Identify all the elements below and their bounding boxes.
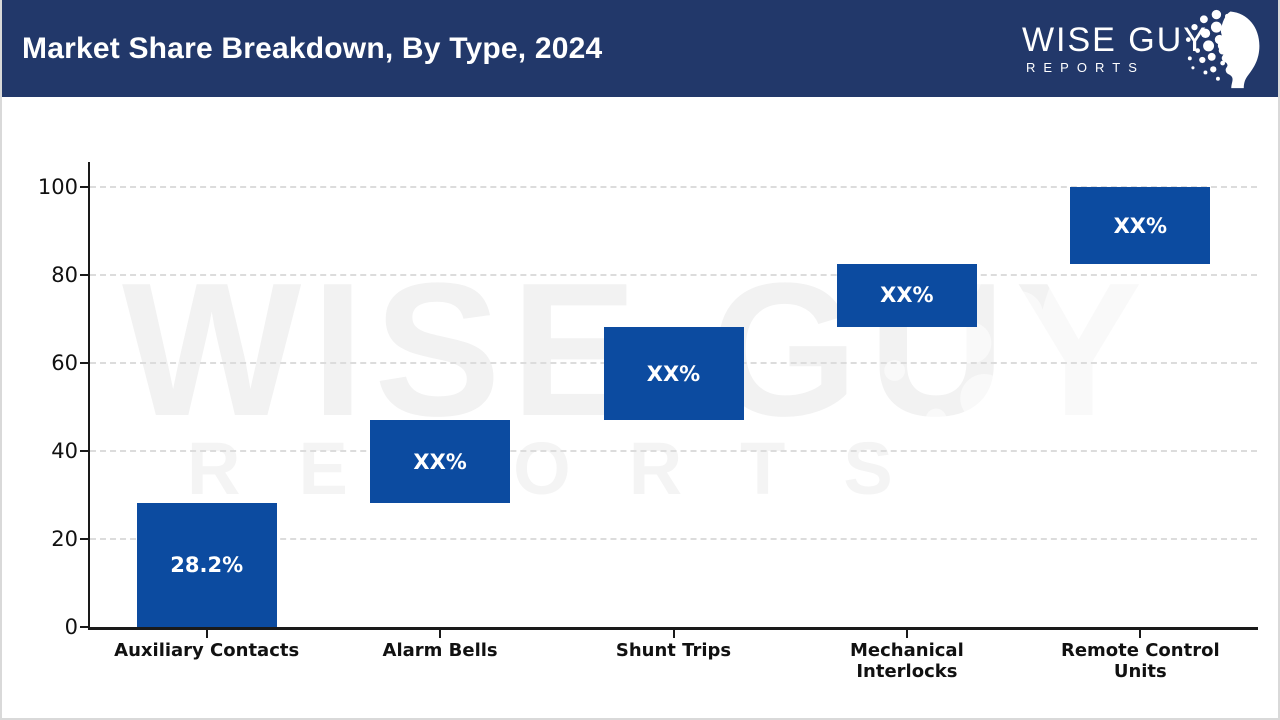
y-tick-label: 0 (64, 615, 78, 639)
gridline-80 (90, 274, 1257, 276)
y-tick-mark (80, 274, 89, 276)
bar-value-label: XX% (880, 283, 934, 308)
y-tick-mark (80, 538, 89, 540)
brand-name: WISE GUY (1021, 20, 1208, 59)
bar-value-label: 28.2% (170, 552, 244, 577)
brand-logo-text: WISE GUY REPORTS (1022, 23, 1208, 75)
x-axis-label-line: Alarm Bells (382, 640, 498, 661)
bar-value-label: XX% (646, 361, 701, 386)
brand-logo: WISE GUY REPORTS (1022, 0, 1268, 97)
y-tick-label: 100 (37, 175, 78, 199)
gridline-20 (90, 538, 1257, 540)
page-title: Market Share Breakdown, By Type, 2024 (22, 31, 603, 65)
bar-value-label: XX% (413, 449, 467, 474)
x-tick-mark (905, 630, 908, 638)
bar-segment (603, 326, 744, 421)
gridline-40 (90, 450, 1257, 452)
header-bar: Market Share Breakdown, By Type, 2024 WI… (2, 0, 1278, 97)
bar-value-label: XX% (1113, 213, 1168, 238)
x-axis-label-line: Shunt Trips (615, 640, 732, 661)
y-tick-label: 20 (51, 527, 78, 551)
dotted-head-icon (1185, 9, 1260, 88)
x-axis-label-line: Auxiliary Contacts (114, 640, 300, 661)
y-tick-label: 80 (51, 263, 78, 287)
y-tick-mark (80, 362, 89, 364)
x-tick-mark (439, 630, 442, 638)
x-axis-label: Mechanical Interlocks (797, 640, 1017, 682)
y-tick-mark (80, 186, 89, 188)
x-tick-mark (1139, 630, 1142, 638)
bar-segment (370, 420, 511, 503)
x-axis-label: Alarm Bells (330, 640, 550, 662)
y-tick-mark (80, 450, 89, 452)
x-axis-label: Auxiliary Contacts (97, 640, 317, 662)
brand-subtitle: REPORTS (1025, 59, 1145, 75)
x-axis-label-line: Units (1113, 660, 1167, 682)
x-axis-label-line: Interlocks (856, 660, 958, 682)
x-axis-label-line: Remote Control (1060, 640, 1220, 661)
x-axis-label: Shunt Trips (564, 640, 784, 662)
y-tick-label: 60 (51, 351, 78, 375)
watermark-line2: REPORTS (187, 427, 951, 510)
y-tick-mark (80, 626, 89, 628)
x-axis-spine (88, 627, 1258, 630)
x-tick-mark (205, 630, 208, 638)
y-tick-label: 40 (51, 439, 78, 463)
x-axis-label-line: Mechanical (850, 640, 964, 661)
x-axis-label: Remote Control Units (1030, 640, 1250, 682)
x-tick-mark (672, 630, 675, 638)
y-axis-spine (88, 162, 90, 630)
bar-segment (136, 502, 277, 627)
gridline-100 (90, 186, 1257, 188)
